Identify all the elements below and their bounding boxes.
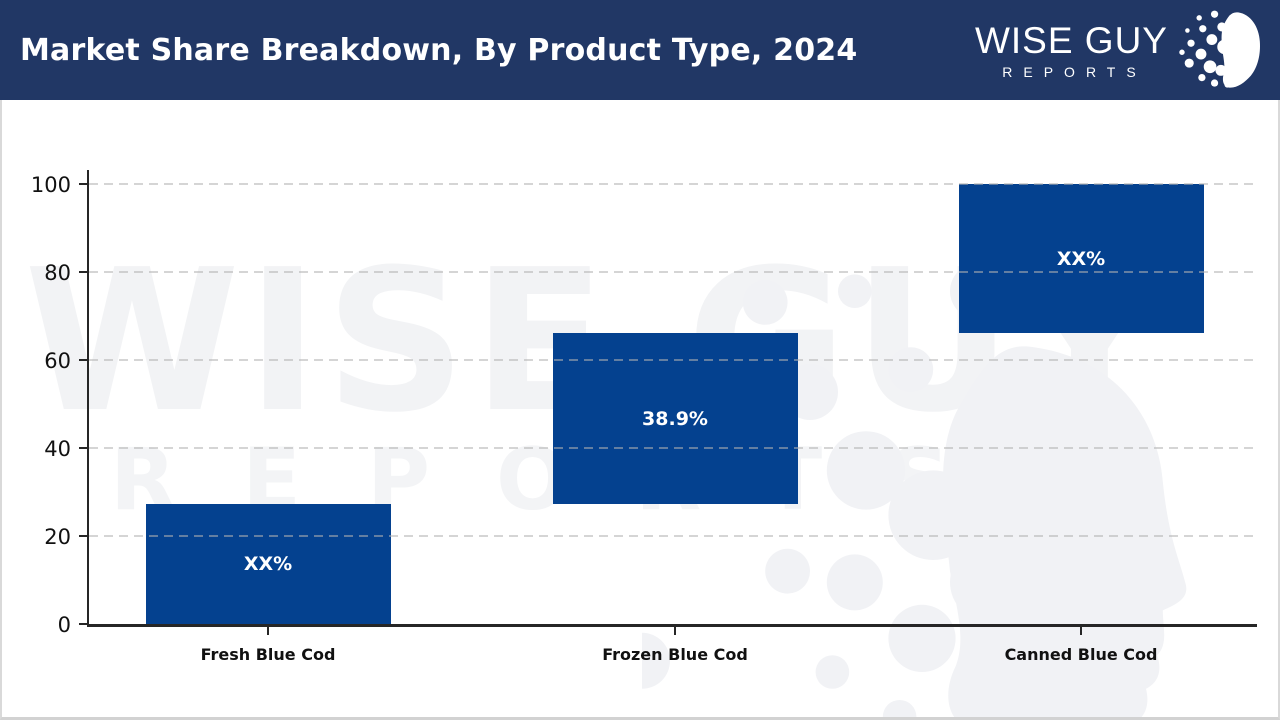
y-tick-mark — [79, 623, 87, 625]
y-tick-label: 100 — [30, 173, 71, 197]
y-tick-mark — [79, 447, 87, 449]
y-tick-mark — [79, 535, 87, 537]
y-tick-label: 60 — [44, 349, 71, 373]
x-tick-label: Fresh Blue Cod — [200, 645, 336, 664]
bar-value-label: XX% — [243, 553, 293, 576]
y-tick-label: 20 — [44, 525, 71, 549]
bar-value-label: 38.9% — [642, 407, 708, 430]
y-tick-mark — [79, 359, 87, 361]
bar-1: XX% — [145, 504, 391, 624]
x-tick-label: Frozen Blue Cod — [602, 645, 748, 664]
y-tick-label: 0 — [57, 613, 71, 637]
bar-value-label: XX% — [1056, 247, 1106, 270]
bar-2: 38.9% — [552, 333, 798, 505]
logo-text: WISE GUY REPORTS — [975, 20, 1168, 80]
y-tick-mark — [79, 271, 87, 273]
y-tick-label: 80 — [44, 261, 71, 285]
y-tick-label: 40 — [44, 437, 71, 461]
x-tick-mark — [674, 627, 676, 635]
bar-3: XX% — [958, 184, 1204, 334]
logo-wordmark: WISE GUY — [974, 20, 1168, 61]
x-tick-mark — [267, 627, 269, 635]
header: Market Share Breakdown, By Product Type,… — [0, 0, 1280, 100]
page-title: Market Share Breakdown, By Product Type,… — [20, 32, 858, 68]
x-tick-mark — [1080, 627, 1082, 635]
y-tick-mark — [79, 183, 87, 185]
gridline-80 — [89, 271, 1259, 273]
x-tick-label: Canned Blue Cod — [1004, 645, 1158, 664]
gridline-60 — [89, 359, 1259, 361]
logo-face-icon — [1179, 10, 1260, 88]
gridline-20 — [89, 535, 1259, 537]
gridline-100 — [89, 183, 1259, 185]
logo-subtitle: REPORTS — [1002, 64, 1147, 80]
plot-area: XX% Fresh Blue Cod 38.9% Frozen Blue Cod XX%… — [31, 170, 1259, 664]
wiseguy-logo: WISE GUY REPORTS — [975, 6, 1266, 94]
gridline-40 — [89, 447, 1259, 449]
chart-canvas: WISE GUY REPORTS XX%Fresh Blue Cod38.9%F… — [0, 100, 1280, 720]
